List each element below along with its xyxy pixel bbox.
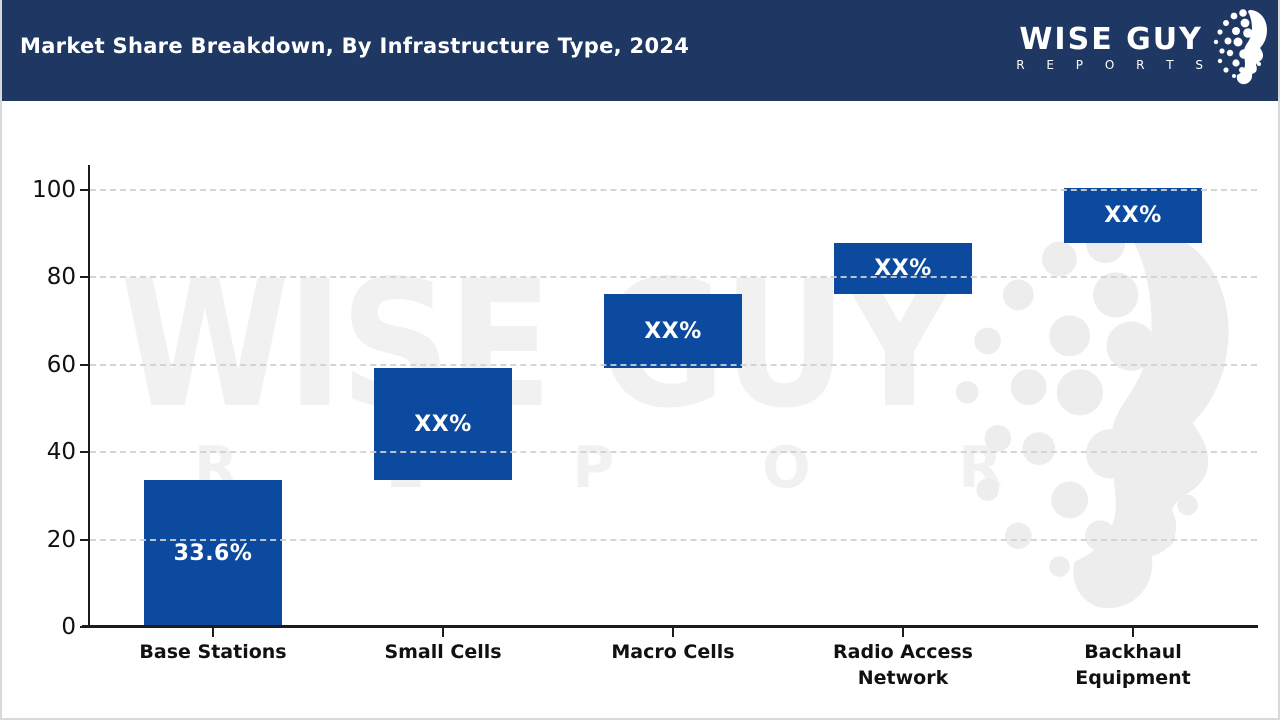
bar-value-label-small-cells: XX% xyxy=(414,411,472,437)
xtick-mark-small-cells xyxy=(442,628,444,637)
xtick-mark-backhaul-equipment xyxy=(1132,628,1134,637)
ytick-mark-40 xyxy=(80,451,89,454)
ytick-mark-0 xyxy=(80,626,89,628)
gridline-y40 xyxy=(90,451,1257,454)
xtick-label-backhaul-equipment: Backhaul Equipment xyxy=(1075,641,1191,689)
x-axis-line xyxy=(82,625,1258,628)
xtick-label-base-stations: Base Stations xyxy=(139,641,287,663)
ytick-mark-60 xyxy=(80,363,89,366)
gridline-y20 xyxy=(90,538,1257,541)
ytick-mark-20 xyxy=(80,538,89,541)
watermark-wordmark: WISE GUY xyxy=(120,244,955,447)
bar-radio-access-network: XX% xyxy=(834,242,972,294)
xtick-mark-radio-access-network xyxy=(902,628,904,637)
bar-value-label-base-stations: 33.6% xyxy=(173,541,253,567)
bar-macro-cells: XX% xyxy=(604,294,742,369)
y-axis-line xyxy=(88,165,90,628)
xtick-label-small-cells: Small Cells xyxy=(384,641,502,663)
bar-value-label-macro-cells: XX% xyxy=(644,318,702,344)
xtick-label-radio-access-network: Radio Access Network xyxy=(833,641,973,689)
logo-head-icon xyxy=(1213,9,1267,85)
chart-title: Market Share Breakdown, By Infrastructur… xyxy=(20,34,690,58)
logo-subtext: R E P O R T S xyxy=(1016,58,1212,72)
bar-backhaul-equipment: XX% xyxy=(1064,187,1202,243)
xtick-label-macro-cells: Macro Cells xyxy=(611,641,735,663)
gridline-y100 xyxy=(90,189,1257,191)
header-bar: Market Share Breakdown, By Infrastructur… xyxy=(2,0,1278,101)
wise-guy-reports-logo: WISE GUY R E P O R T S xyxy=(1010,8,1270,88)
gridline-y80 xyxy=(90,276,1257,279)
ytick-label-40: 40 xyxy=(46,439,76,466)
xtick-mark-base-stations xyxy=(212,628,214,637)
ytick-label-20: 20 xyxy=(46,526,76,553)
ytick-label-80: 80 xyxy=(46,264,76,291)
watermark-head-logo-icon xyxy=(955,224,1229,609)
xtick-mark-macro-cells xyxy=(672,628,674,637)
ytick-mark-80 xyxy=(80,276,89,279)
ytick-mark-100 xyxy=(80,189,89,191)
ytick-label-60: 60 xyxy=(46,351,76,378)
logo-text: WISE GUY R E P O R T S xyxy=(1010,22,1212,73)
gridline-y60 xyxy=(90,363,1257,366)
bar-value-label-backhaul-equipment: XX% xyxy=(1104,202,1162,228)
logo-wordmark: WISE GUY xyxy=(1019,22,1203,57)
ytick-label-0: 0 xyxy=(61,614,76,640)
ytick-label-100: 100 xyxy=(32,177,76,203)
bar-base-stations: 33.6% xyxy=(144,480,282,627)
bar-small-cells: XX% xyxy=(374,368,512,481)
